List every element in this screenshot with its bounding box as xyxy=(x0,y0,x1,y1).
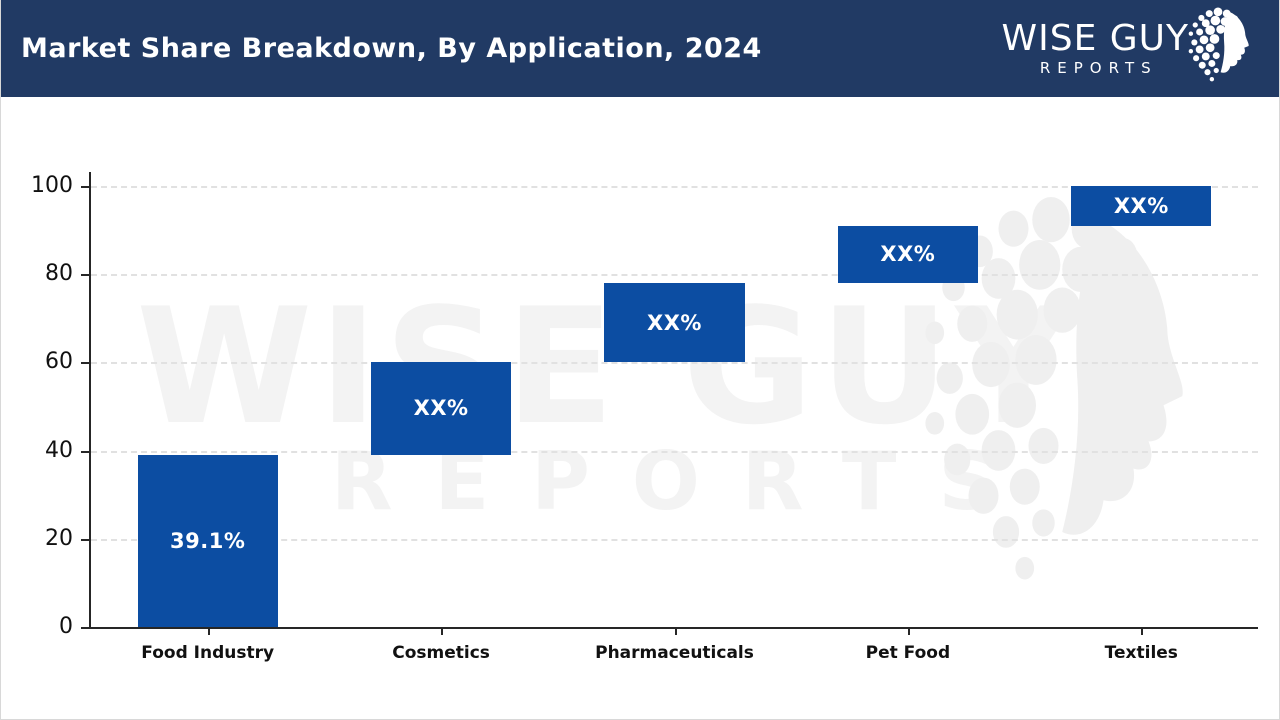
x-tick-mark xyxy=(907,627,910,635)
x-tick-mark xyxy=(674,627,677,635)
bar: XX% xyxy=(1071,186,1212,226)
y-tick-mark xyxy=(81,362,91,365)
y-tick-mark xyxy=(81,186,91,188)
y-tick-mark xyxy=(81,450,91,453)
grid-line xyxy=(91,362,1258,365)
bar: XX% xyxy=(371,362,512,455)
bar-value-label: XX% xyxy=(1113,193,1169,218)
header: Market Share Breakdown, By Application, … xyxy=(1,0,1279,97)
logo: WISE GUY REPORTS xyxy=(1002,6,1254,91)
grid-line xyxy=(91,274,1258,277)
grid-line xyxy=(91,450,1258,453)
y-tick-label: 20 xyxy=(45,525,73,551)
y-tick-label: 40 xyxy=(45,437,73,463)
y-tick-mark xyxy=(81,627,91,629)
bar-value-label: XX% xyxy=(413,396,469,421)
chart-region: WISE GUY REPORTS 0 20 40 60 80 100 39.1% Food I… xyxy=(1,97,1279,719)
x-tick-mark xyxy=(1141,627,1144,635)
y-tick-mark xyxy=(81,274,91,277)
x-tick-label: Pet Food xyxy=(865,643,951,663)
bar-value-label: XX% xyxy=(647,310,702,335)
logo-wordmark: WISE GUY xyxy=(1001,18,1189,59)
bar-value-label: 39.1% xyxy=(170,528,246,553)
logo-subtitle: REPORTS xyxy=(1039,59,1158,77)
y-tick-label: 80 xyxy=(45,261,73,287)
y-tick-label: 100 xyxy=(31,173,73,198)
logo-text: WISE GUY REPORTS xyxy=(1002,21,1190,76)
grid-line xyxy=(91,538,1258,541)
x-tick-label: Food Industry xyxy=(141,643,275,663)
x-tick-mark xyxy=(441,627,444,635)
bar: 39.1% xyxy=(137,454,278,627)
x-tick-mark xyxy=(207,627,210,635)
plot-area: 0 20 40 60 80 100 39.1% Food Industry XX% Cosmeti… xyxy=(31,172,1258,663)
bar-value-label: XX% xyxy=(880,242,936,267)
bar: XX% xyxy=(604,283,745,363)
logo-face-icon xyxy=(1188,6,1249,81)
y-tick-mark xyxy=(81,538,91,541)
bar: XX% xyxy=(837,225,978,284)
x-tick-label: Cosmetics xyxy=(392,643,490,663)
x-tick-label: Textiles xyxy=(1104,643,1178,663)
page-title: Market Share Breakdown, By Application, … xyxy=(21,33,762,64)
x-tick-label: Pharmaceuticals xyxy=(595,643,754,663)
y-tick-label: 0 xyxy=(59,614,73,639)
y-tick-label: 60 xyxy=(45,349,73,375)
grid-line xyxy=(91,186,1258,188)
